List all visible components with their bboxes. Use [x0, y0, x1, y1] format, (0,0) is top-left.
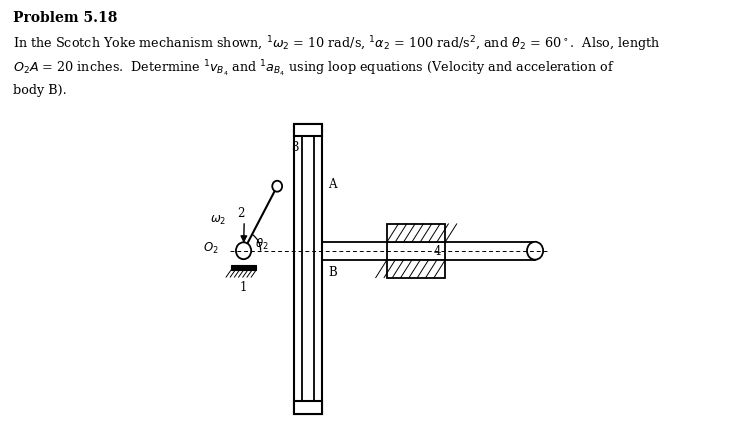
- Circle shape: [527, 242, 543, 260]
- Text: 3: 3: [291, 141, 299, 154]
- Text: B: B: [328, 266, 337, 279]
- Bar: [323, 242, 535, 260]
- Text: 2: 2: [237, 206, 244, 220]
- Text: 4: 4: [434, 245, 441, 258]
- Bar: [387, 260, 445, 277]
- Text: Problem 5.18: Problem 5.18: [13, 11, 117, 25]
- Bar: [294, 124, 323, 414]
- Text: A: A: [328, 178, 336, 191]
- Text: $\omega_2$: $\omega_2$: [211, 214, 226, 228]
- Text: body B).: body B).: [13, 84, 67, 97]
- Circle shape: [272, 181, 282, 192]
- Bar: [294, 124, 323, 137]
- Bar: [387, 224, 445, 242]
- Bar: [231, 265, 256, 270]
- Text: In the Scotch Yoke mechanism shown, $^1\omega_2$ = 10 rad/s, $^1\alpha_2$ = 100 : In the Scotch Yoke mechanism shown, $^1\…: [13, 34, 660, 54]
- Bar: [302, 137, 314, 401]
- Text: $O_2$: $O_2$: [203, 241, 218, 256]
- Circle shape: [236, 242, 251, 259]
- Text: $\theta_2$: $\theta_2$: [255, 237, 268, 253]
- Bar: [294, 401, 323, 414]
- Text: $O_2A$ = 20 inches.  Determine $^1v_{B_4}$ and $^1a_{B_4}$ using loop equations : $O_2A$ = 20 inches. Determine $^1v_{B_4}…: [13, 59, 614, 79]
- Bar: [314, 124, 323, 414]
- Text: 1: 1: [240, 280, 247, 294]
- Bar: [294, 124, 302, 414]
